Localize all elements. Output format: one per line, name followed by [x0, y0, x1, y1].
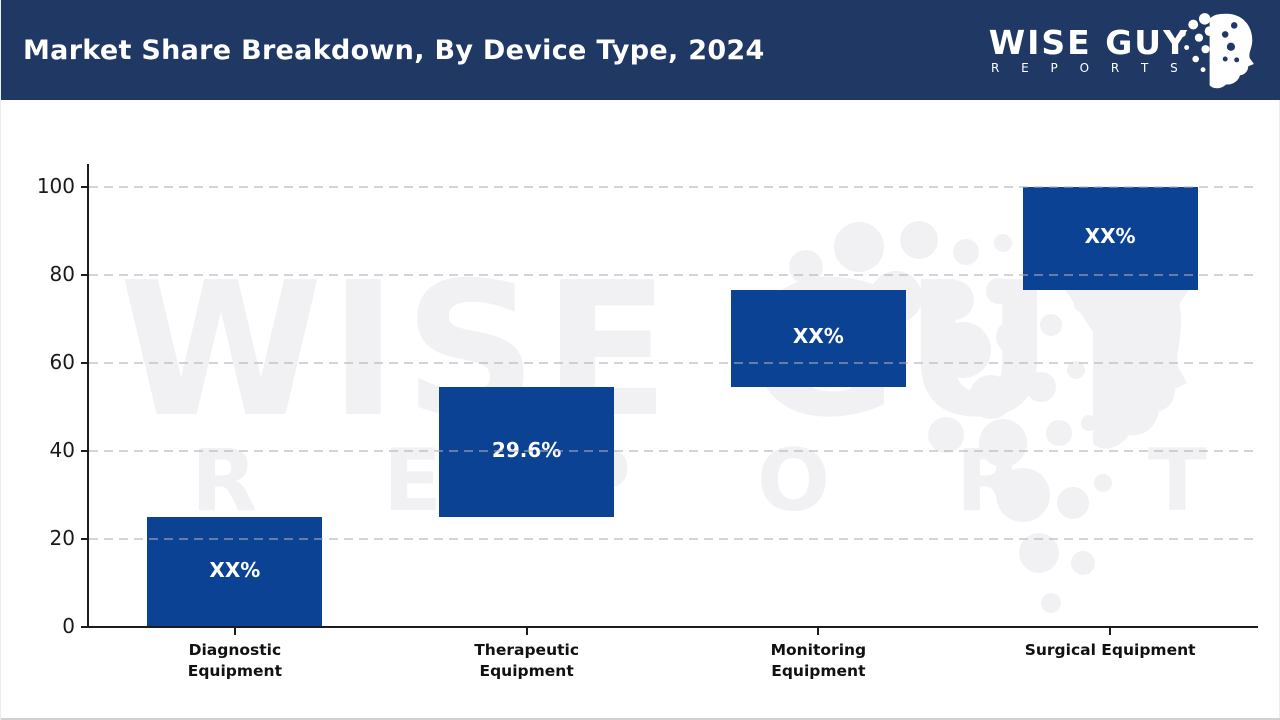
bar-monitoring-equipment	[730, 289, 906, 387]
bar-value-label: XX%	[1084, 224, 1136, 249]
y-tick-label-100: 100	[36, 174, 75, 198]
x-category-label-line: Equipment	[479, 662, 574, 680]
bar-diagnostic-equipment	[147, 517, 323, 627]
x-tick-mark	[525, 628, 528, 635]
x-category-label-line: Equipment	[771, 662, 866, 680]
x-tick-mark	[233, 628, 236, 635]
x-tick-mark	[817, 628, 820, 635]
x-axis-line	[87, 626, 1258, 628]
x-tick-mark	[1109, 628, 1112, 635]
y-tick-mark-100	[81, 186, 89, 188]
y-tick-mark-20	[81, 538, 89, 540]
x-category-label-line: Diagnostic	[188, 641, 282, 659]
y-tick-mark-40	[81, 450, 89, 452]
gridline-100	[89, 186, 1256, 188]
x-category-label: Therapeutic Equipment	[407, 640, 647, 682]
y-tick-label-60: 60	[49, 350, 75, 374]
x-category-label: Monitoring Equipment	[698, 640, 938, 682]
page-bottom-border	[1, 718, 1280, 720]
x-category-label-line: Therapeutic	[474, 641, 580, 659]
brand-logo-subtitle: R E P O R T S	[990, 60, 1187, 75]
y-tick-label-40: 40	[49, 438, 75, 462]
bar-value-label: XX%	[792, 324, 844, 349]
y-tick-label-20: 20	[49, 526, 75, 550]
y-tick-mark-0	[81, 626, 89, 628]
gridline-60	[89, 362, 1256, 364]
bar-surgical equipment	[1022, 187, 1198, 290]
y-tick-mark-60	[81, 362, 89, 364]
header-bar: Market Share Breakdown, By Device Type, …	[1, 0, 1280, 100]
gridline-80	[89, 274, 1256, 276]
x-category-label: Diagnostic Equipment	[115, 640, 355, 682]
y-tick-label-80: 80	[49, 262, 75, 286]
brand-logo: WISE GUY R E P O R T S	[989, 9, 1259, 91]
brand-logo-text: WISE GUY R E P O R T S	[988, 22, 1189, 75]
x-category-label-line: Surgical Equipment	[1024, 641, 1196, 659]
x-category-label-line: Equipment	[187, 662, 282, 680]
gridline-20	[89, 538, 1256, 540]
gridline-40	[89, 450, 1256, 452]
brand-logo-face-icon	[1179, 13, 1254, 89]
y-axis-line	[87, 164, 89, 628]
y-tick-label-0: 0	[62, 614, 75, 638]
bar-value-label: XX%	[209, 558, 261, 582]
page-title: Market Share Breakdown, By Device Type, …	[23, 34, 765, 66]
y-tick-mark-80	[81, 274, 89, 276]
x-category-label: Surgical Equipment	[990, 640, 1230, 661]
brand-logo-name: WISE GUY	[988, 22, 1189, 62]
x-category-label-line: Monitoring	[770, 641, 867, 659]
bar-value-label: 29.6%	[491, 437, 562, 462]
